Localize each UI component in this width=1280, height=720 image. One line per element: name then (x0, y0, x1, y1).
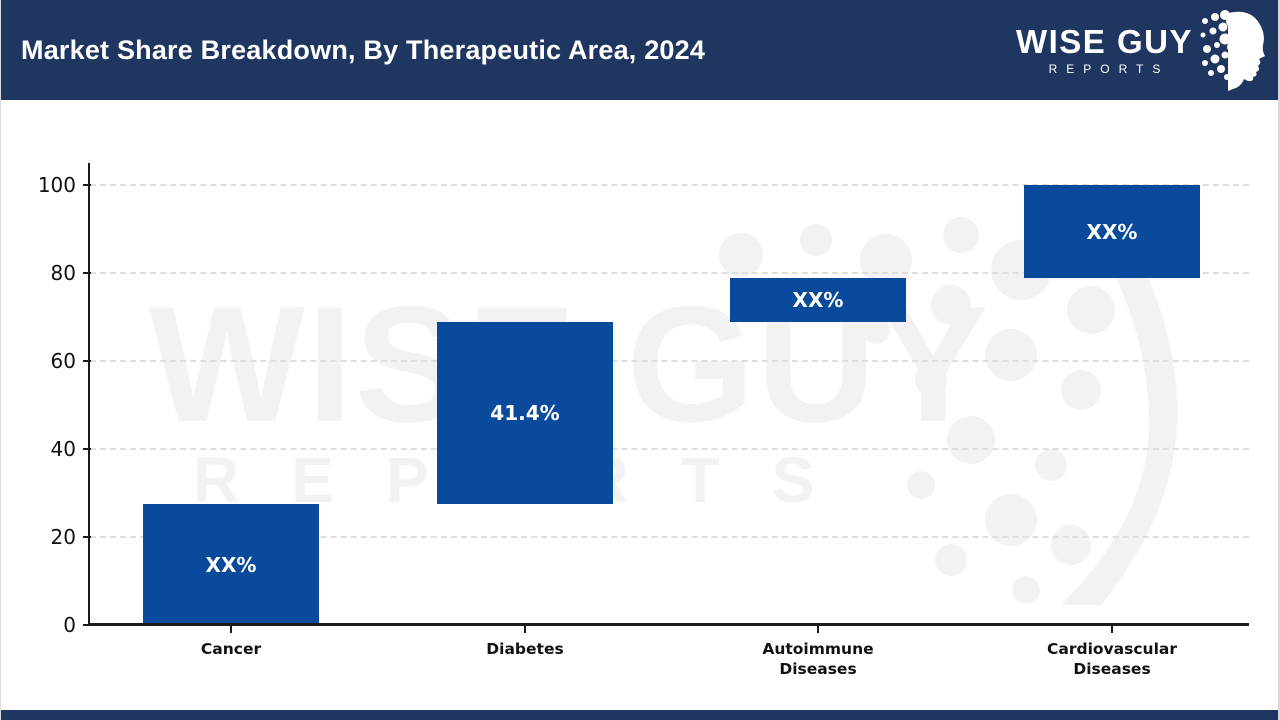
x-category-label: Diabetes (486, 640, 564, 658)
bar-value-label: XX% (205, 552, 257, 577)
gridline-y80 (90, 272, 1249, 274)
gridline-y100 (90, 184, 1249, 186)
logo-wordmark: WISE GUY REPORTS (1016, 25, 1193, 75)
x-tick (817, 625, 819, 633)
y-tick-label: 0 (63, 613, 76, 637)
y-tick (83, 184, 91, 186)
x-tick (230, 625, 232, 633)
page-title: Market Share Breakdown, By Therapeutic A… (21, 34, 706, 65)
logo-line-reports: REPORTS (1048, 62, 1170, 76)
x-category-label: Autoimmune Diseases (762, 640, 874, 679)
y-tick-label: 100 (37, 173, 76, 197)
logo-line-wise-guy: WISE GUY (1015, 23, 1193, 60)
bar-value-label: XX% (1086, 219, 1138, 244)
header-bar: Market Share Breakdown, By Therapeutic A… (1, 0, 1278, 100)
face-profile-icon (1200, 10, 1265, 91)
bar-value-label: 41.4% (490, 400, 560, 425)
y-axis-spine (87, 163, 90, 625)
y-tick-label: 40 (50, 437, 76, 461)
footer-bar (1, 710, 1278, 720)
x-axis-spine (87, 623, 1249, 626)
y-tick (83, 536, 91, 538)
x-tick (524, 625, 526, 633)
wiseguy-logo: WISE GUY REPORTS (1016, 7, 1267, 93)
x-category-label: Cardiovascular Diseases (1047, 640, 1177, 679)
x-category-label: Cancer (200, 640, 262, 658)
y-tick-label: 20 (50, 525, 76, 549)
x-tick (1111, 625, 1113, 633)
bar-cardiovascular-diseases (1024, 185, 1200, 279)
bar-cancer (143, 504, 319, 625)
bar-diabetes (437, 321, 613, 504)
y-tick-label: 60 (50, 349, 76, 373)
gridline-y20 (90, 536, 1249, 538)
y-tick (83, 360, 91, 362)
y-tick-label: 80 (50, 261, 76, 285)
gridline-y40 (90, 448, 1249, 450)
y-tick (83, 448, 91, 450)
bar-value-label: XX% (792, 288, 844, 313)
y-tick (83, 272, 91, 274)
gridline-y60 (90, 360, 1249, 362)
y-tick (83, 624, 91, 626)
watermark-face-graphic (719, 217, 1178, 605)
bar-autoimmune-diseases (730, 278, 906, 322)
